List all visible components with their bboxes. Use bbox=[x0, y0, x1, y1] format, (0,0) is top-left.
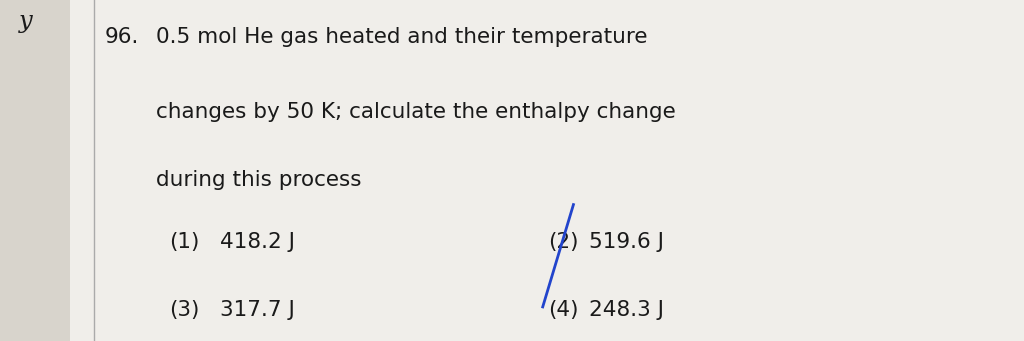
Text: 317.7 J: 317.7 J bbox=[220, 300, 295, 320]
Text: (4): (4) bbox=[548, 300, 579, 320]
Text: 418.2 J: 418.2 J bbox=[220, 232, 295, 252]
Text: 519.6 J: 519.6 J bbox=[589, 232, 664, 252]
Bar bbox=[0, 0, 70, 341]
Text: during this process: during this process bbox=[156, 170, 361, 191]
Text: (2): (2) bbox=[548, 232, 579, 252]
Text: (3): (3) bbox=[169, 300, 200, 320]
Text: (1): (1) bbox=[169, 232, 200, 252]
Text: changes by 50 K; calculate the enthalpy change: changes by 50 K; calculate the enthalpy … bbox=[156, 102, 676, 122]
Text: 96.: 96. bbox=[104, 27, 139, 47]
Text: y: y bbox=[18, 10, 32, 33]
Text: 0.5 mol He gas heated and their temperature: 0.5 mol He gas heated and their temperat… bbox=[156, 27, 647, 47]
Text: 248.3 J: 248.3 J bbox=[589, 300, 664, 320]
